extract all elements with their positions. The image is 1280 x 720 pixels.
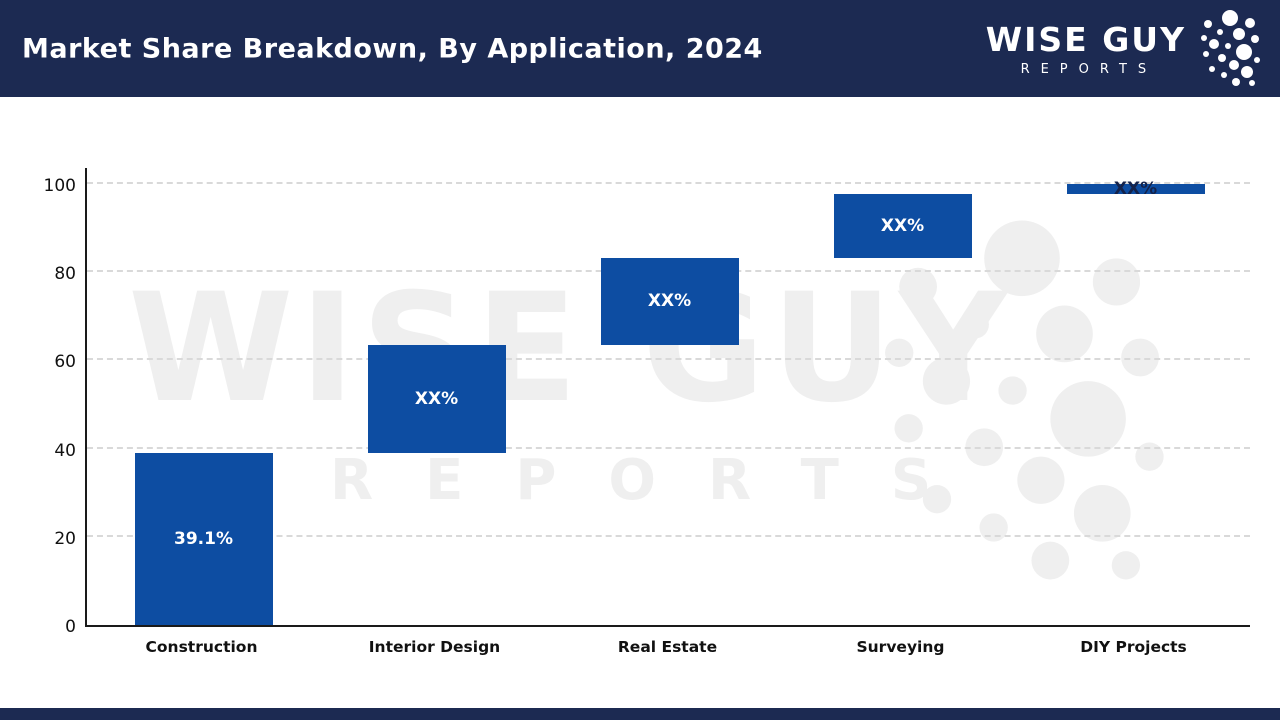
x-category-label: Interior Design [368,638,501,656]
y-tick-label: 40 [54,440,76,461]
logo-wordmark: WISE GUY [985,19,1186,59]
grid-line [87,182,1250,184]
chart-title: Market Share Breakdown, By Application, … [22,33,763,64]
wiseguy-head-icon [1201,10,1260,86]
x-category-label: Construction [145,638,258,656]
bar-value-label: XX% [647,291,692,312]
bar-interior-design: XX% [367,344,506,453]
x-category-label: Surveying [856,638,945,656]
grid-line [87,358,1250,361]
y-tick-label: 80 [54,264,76,285]
bar-value-label: XX% [414,388,459,409]
logo-sub-wordmark: REPORTS [1020,61,1158,77]
y-tick-label: 100 [43,176,76,196]
waterfall-chart: 39.1% XX% XX% XX% XX% [85,168,1250,627]
y-tick-label: 0 [65,617,76,637]
bar-value-label: XX% [1113,179,1158,200]
x-category-label: Real Estate [617,638,718,656]
bar-real-estate: XX% [600,258,739,345]
grid-line [87,446,1250,449]
footer-bar [0,708,1280,720]
y-tick-label: 60 [54,352,76,373]
y-tick-label: 20 [54,528,76,549]
wiseguy-logo: WISE GUY REPORTS [986,8,1266,88]
x-axis: Construction Interior Design Real Estate Su… [85,636,1250,666]
bar-value-label: XX% [880,216,925,237]
logo-text: WISE GUY REPORTS [986,20,1186,77]
bar-diy-projects: XX% [1066,179,1205,199]
bar-surveying: XX% [833,194,972,259]
grid-line [87,534,1250,537]
bar-construction: 39.1% [134,452,273,625]
bar-value-label: 39.1% [174,528,233,549]
header: Market Share Breakdown, By Application, … [0,0,1280,97]
y-axis: 0 20 40 60 80 100 [0,168,76,637]
x-category-label: DIY Projects [1080,638,1187,656]
